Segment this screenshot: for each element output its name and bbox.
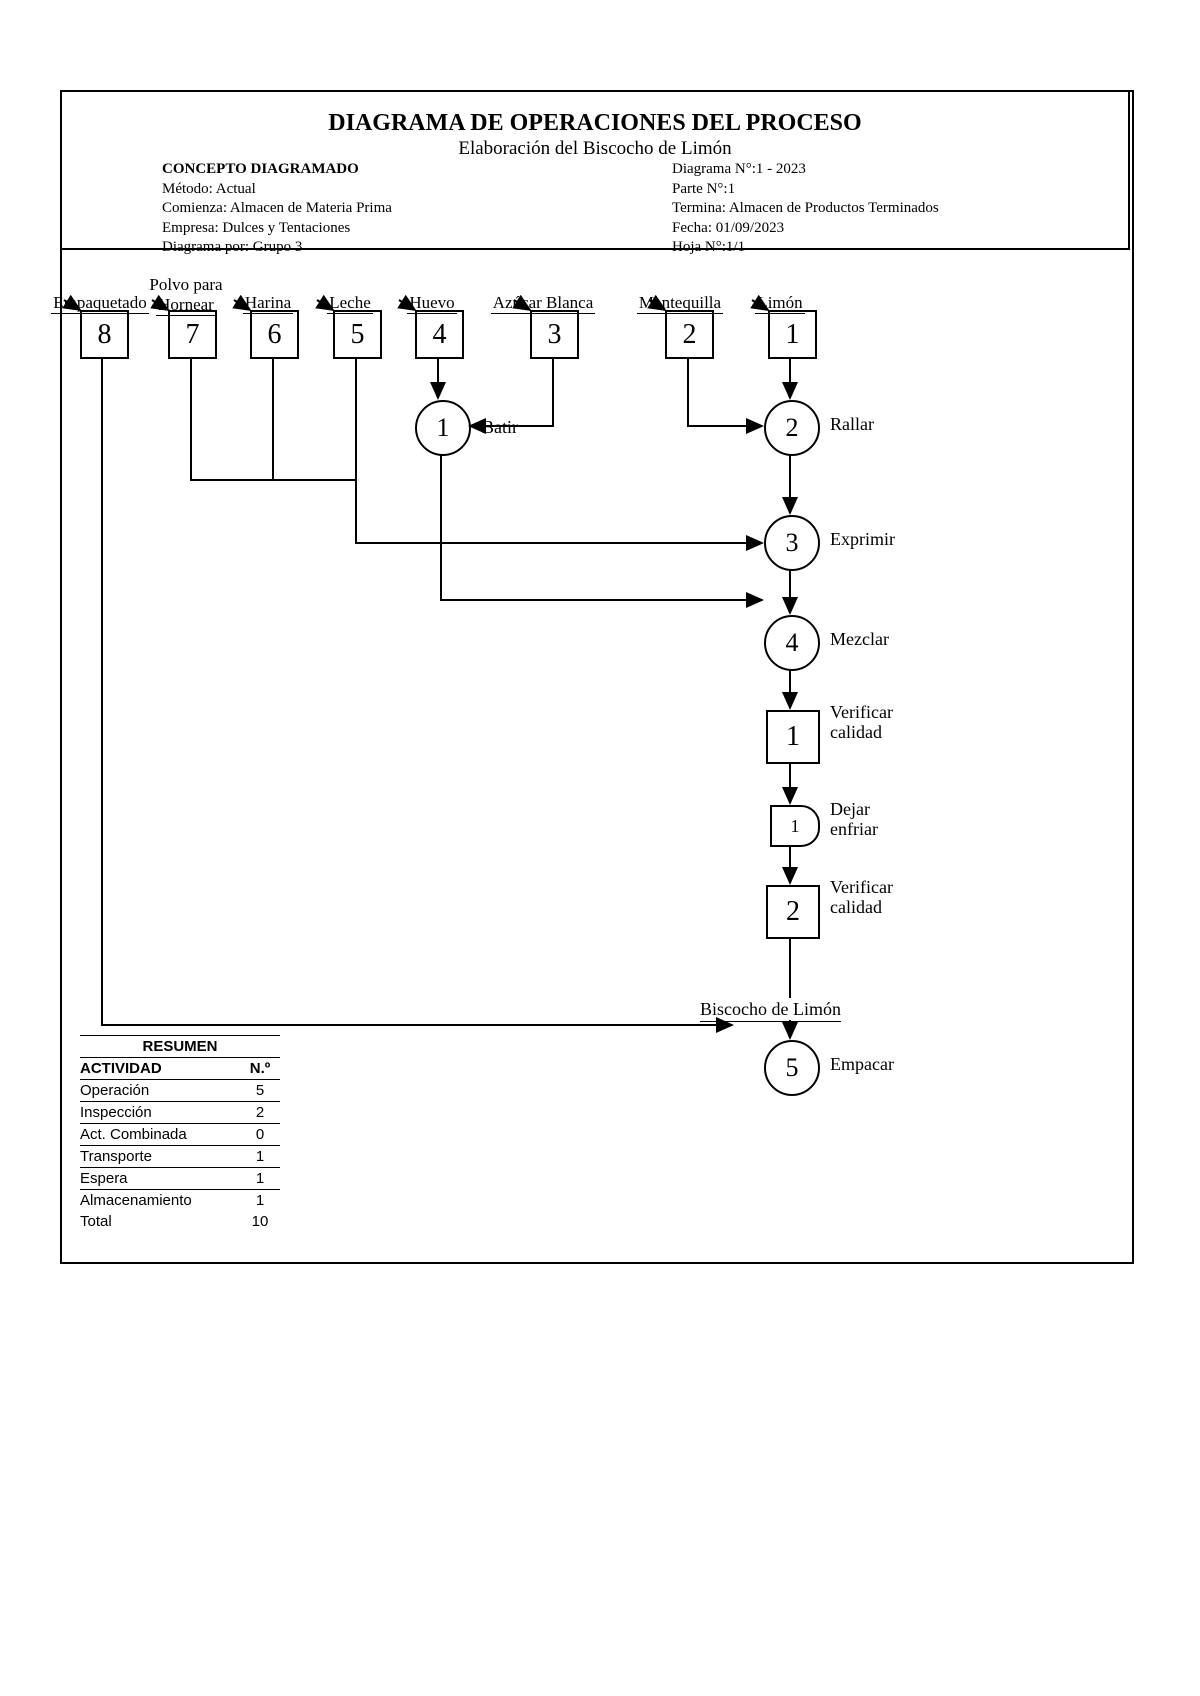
table-row: Transporte1 — [80, 1146, 280, 1168]
table-row: Operación5 — [80, 1080, 280, 1102]
resumen-head: ACTIVIDAD N.º — [80, 1058, 280, 1080]
resumen-table: RESUMEN ACTIVIDAD N.º Operación5 Inspecc… — [80, 1035, 280, 1232]
table-row: Inspección2 — [80, 1102, 280, 1124]
table-row: Espera1 — [80, 1168, 280, 1190]
table-row: Almacenamiento1 — [80, 1190, 280, 1211]
resumen-title: RESUMEN — [80, 1035, 280, 1058]
table-row: Total10 — [80, 1211, 280, 1232]
table-row: Act. Combinada0 — [80, 1124, 280, 1146]
